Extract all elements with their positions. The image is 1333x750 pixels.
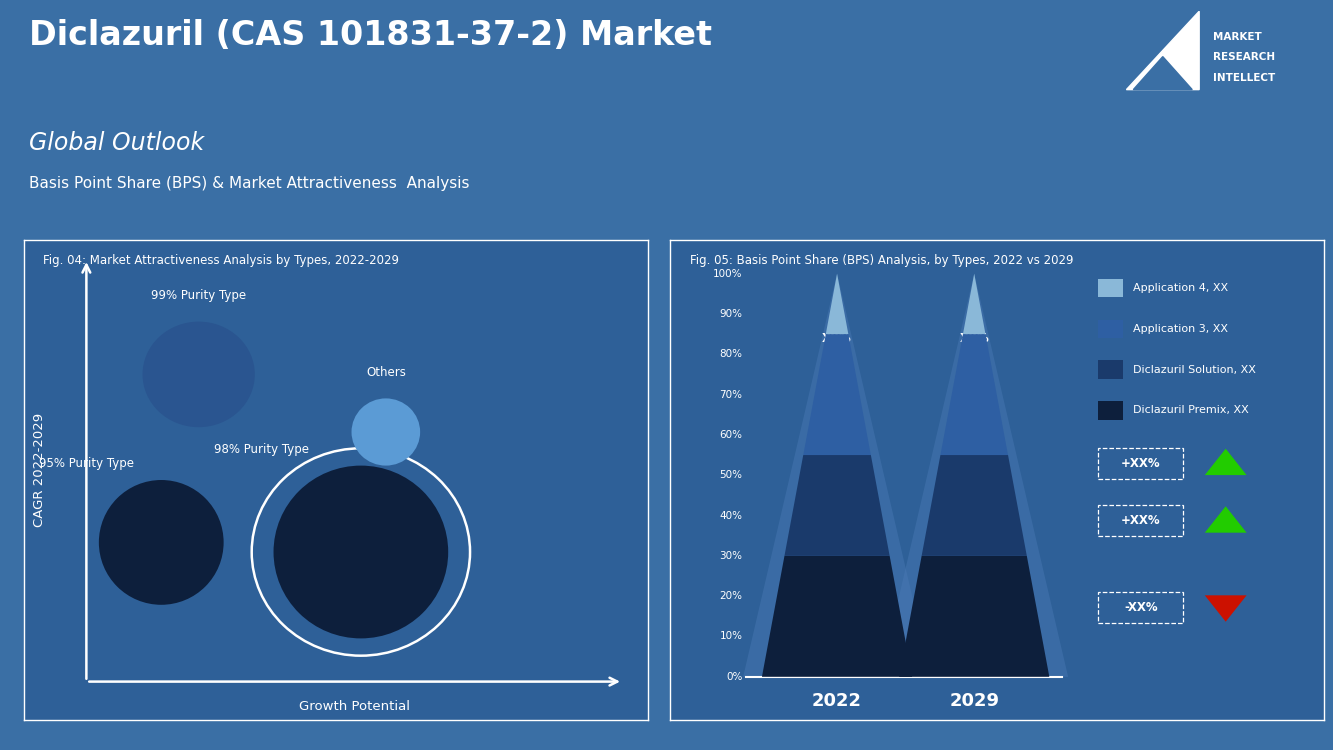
Text: 99% Purity Type: 99% Purity Type — [151, 290, 247, 302]
Text: XX%: XX% — [960, 332, 989, 344]
Text: Basis Point Share (BPS) & Market Attractiveness  Analysis: Basis Point Share (BPS) & Market Attract… — [29, 176, 469, 191]
Text: Fig. 05: Basis Point Share (BPS) Analysis, by Types, 2022 vs 2029: Fig. 05: Basis Point Share (BPS) Analysi… — [690, 254, 1073, 268]
Text: 50%: 50% — [720, 470, 742, 480]
Text: Others: Others — [365, 366, 405, 380]
Polygon shape — [940, 334, 1008, 455]
Text: CAGR 2022-2029: CAGR 2022-2029 — [33, 413, 47, 527]
Polygon shape — [900, 556, 1049, 676]
Text: 20%: 20% — [720, 591, 742, 602]
Text: XX%: XX% — [822, 610, 852, 622]
Polygon shape — [825, 274, 848, 334]
Polygon shape — [1126, 11, 1200, 90]
Text: 10%: 10% — [720, 632, 742, 641]
Polygon shape — [1205, 596, 1246, 622]
Text: 95% Purity Type: 95% Purity Type — [39, 458, 133, 470]
Ellipse shape — [143, 322, 255, 428]
Text: 0%: 0% — [726, 672, 742, 682]
Polygon shape — [880, 274, 1068, 676]
Text: XX%: XX% — [822, 469, 852, 482]
Text: 80%: 80% — [720, 350, 742, 359]
Text: XX%: XX% — [960, 469, 989, 482]
Text: Global Outlook: Global Outlook — [29, 131, 204, 155]
Polygon shape — [804, 334, 870, 455]
Text: Application 4, XX: Application 4, XX — [1133, 283, 1228, 293]
Polygon shape — [962, 274, 985, 334]
Polygon shape — [762, 556, 912, 676]
Text: 60%: 60% — [720, 430, 742, 440]
Text: Growth Potential: Growth Potential — [299, 700, 411, 712]
Bar — [1098, 279, 1124, 297]
Text: 2029: 2029 — [949, 692, 1000, 710]
Bar — [1098, 320, 1124, 338]
Text: 90%: 90% — [720, 309, 742, 319]
Text: 30%: 30% — [720, 550, 742, 561]
Ellipse shape — [352, 398, 420, 466]
Text: 100%: 100% — [713, 268, 742, 278]
Polygon shape — [921, 455, 1026, 556]
Bar — [1098, 361, 1124, 379]
Text: 70%: 70% — [720, 389, 742, 400]
Text: XX%: XX% — [822, 332, 852, 344]
Polygon shape — [1205, 448, 1246, 475]
Text: Diclazuril (CAS 101831-37-2) Market: Diclazuril (CAS 101831-37-2) Market — [29, 19, 712, 52]
Text: Fig. 04: Market Attractiveness Analysis by Types, 2022-2029: Fig. 04: Market Attractiveness Analysis … — [43, 254, 399, 268]
Ellipse shape — [99, 480, 224, 604]
Polygon shape — [1133, 57, 1192, 90]
Text: Diclazuril Solution, XX: Diclazuril Solution, XX — [1133, 364, 1256, 374]
Text: Diclazuril Premix, XX: Diclazuril Premix, XX — [1133, 406, 1249, 416]
Ellipse shape — [273, 466, 448, 638]
Bar — [1098, 401, 1124, 419]
Text: 2022: 2022 — [812, 692, 862, 710]
Text: XX%: XX% — [960, 610, 989, 622]
Polygon shape — [1205, 506, 1246, 532]
Text: MARKET: MARKET — [1213, 32, 1262, 42]
Text: INTELLECT: INTELLECT — [1213, 74, 1276, 83]
Text: 98% Purity Type: 98% Purity Type — [213, 443, 308, 456]
Text: Application 3, XX: Application 3, XX — [1133, 324, 1228, 334]
Text: -XX%: -XX% — [1124, 601, 1157, 613]
Text: RESEARCH: RESEARCH — [1213, 53, 1276, 62]
Polygon shape — [744, 274, 930, 676]
Text: +XX%: +XX% — [1121, 514, 1161, 527]
Text: 40%: 40% — [720, 511, 742, 520]
Text: +XX%: +XX% — [1121, 457, 1161, 470]
Polygon shape — [785, 455, 889, 556]
